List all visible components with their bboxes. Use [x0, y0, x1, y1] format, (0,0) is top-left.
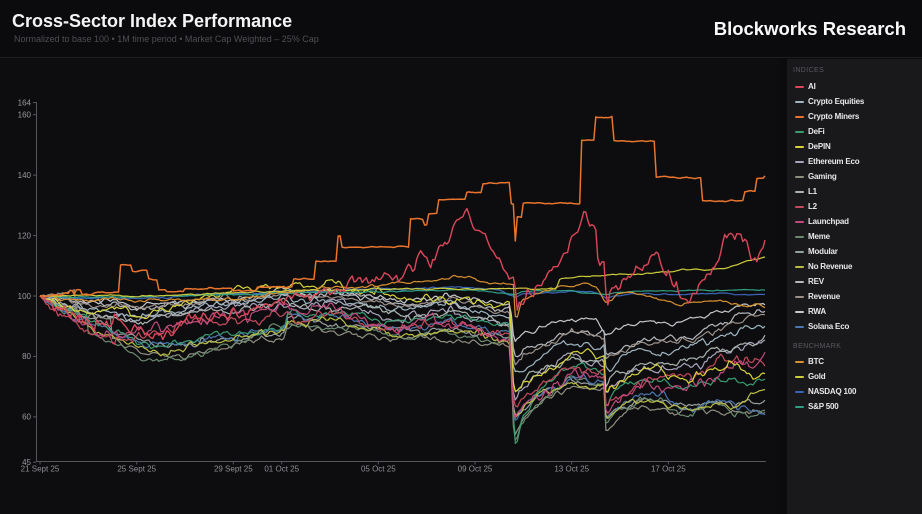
svg-text:29 Sept 25: 29 Sept 25 — [214, 465, 253, 474]
svg-text:120: 120 — [18, 231, 32, 240]
svg-text:60: 60 — [22, 413, 31, 422]
svg-text:45: 45 — [22, 458, 31, 467]
svg-text:09 Oct 25: 09 Oct 25 — [458, 465, 493, 474]
svg-text:01 Oct 25: 01 Oct 25 — [264, 465, 299, 474]
svg-text:160: 160 — [18, 111, 32, 120]
svg-text:80: 80 — [22, 352, 31, 361]
svg-text:164: 164 — [18, 98, 32, 107]
svg-text:140: 140 — [18, 171, 32, 180]
svg-text:17 Oct 25: 17 Oct 25 — [651, 465, 686, 474]
svg-text:05 Oct 25: 05 Oct 25 — [361, 465, 396, 474]
svg-text:100: 100 — [18, 292, 32, 301]
svg-text:21 Sept 25: 21 Sept 25 — [21, 465, 60, 474]
svg-text:13 Oct 25: 13 Oct 25 — [554, 465, 589, 474]
svg-text:25 Sept 25: 25 Sept 25 — [117, 465, 156, 474]
